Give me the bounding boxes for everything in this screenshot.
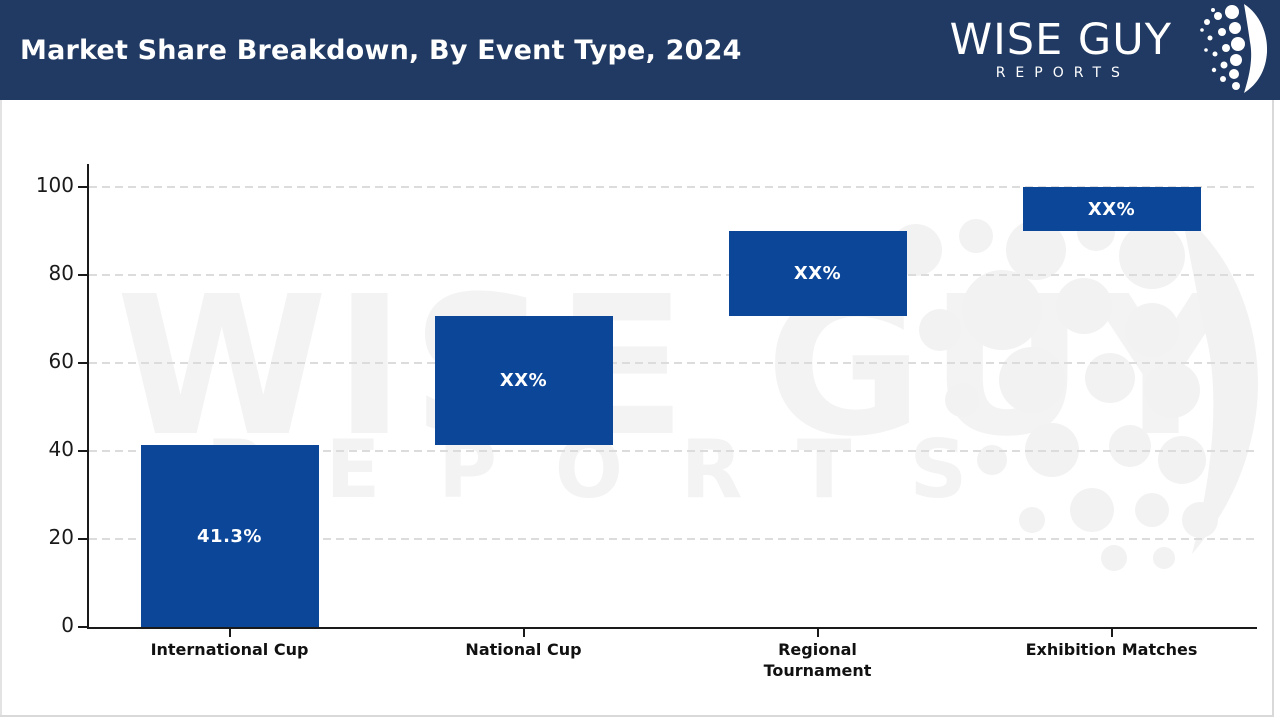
y-tick-label: 60	[48, 349, 74, 373]
header-bar: Market Share Breakdown, By Event Type, 2…	[0, 0, 1280, 100]
y-axis-spine	[87, 164, 89, 629]
x-category-label: Exhibition Matches	[1025, 640, 1198, 659]
brand-logo: WISE GUY REPORTS	[950, 2, 1270, 98]
x-category-label: International Cup	[150, 640, 309, 659]
frame-border-right	[1272, 100, 1274, 716]
frame-border-left	[0, 100, 2, 716]
gridline-80	[89, 274, 1255, 276]
x-tick-mark	[228, 629, 231, 637]
chart-title: Market Share Breakdown, By Event Type, 2…	[20, 34, 742, 66]
x-category-label: Regional Tournament	[763, 640, 872, 680]
dotted-face-logo-icon	[1166, 2, 1270, 98]
y-tick-mark	[78, 626, 87, 628]
x-tick-mark	[1110, 629, 1113, 637]
x-tick-mark	[522, 629, 525, 637]
gridline-60	[89, 362, 1255, 364]
gridline-20	[89, 538, 1255, 540]
waterfall-bar-2: XX%	[434, 316, 613, 446]
waterfall-bar-3: XX%	[728, 231, 907, 317]
brand-logo-text: WISE GUY REPORTS	[949, 15, 1172, 82]
bar-value-label: XX%	[499, 370, 548, 392]
y-tick-label: 40	[48, 437, 74, 461]
y-tick-mark	[78, 274, 87, 276]
y-tick-mark	[78, 362, 87, 364]
y-tick-mark	[78, 186, 87, 188]
y-tick-mark	[78, 538, 87, 540]
bar-value-label: XX%	[1087, 198, 1136, 220]
gridline-40	[89, 450, 1255, 452]
y-tick-label: 0	[61, 613, 74, 637]
x-axis-spine	[87, 627, 1257, 629]
brand-name: WISE GUY	[949, 15, 1172, 65]
bar-value-label: 41.3%	[197, 525, 262, 547]
gridline-100	[89, 186, 1255, 188]
y-tick-label: 100	[35, 173, 74, 197]
y-tick-label: 80	[48, 261, 74, 285]
x-category-label: National Cup	[465, 640, 582, 659]
x-tick-mark	[816, 629, 819, 637]
y-tick-mark	[78, 450, 87, 452]
waterfall-bar-1: 41.3%	[140, 445, 319, 627]
y-tick-label: 20	[48, 525, 74, 549]
waterfall-bar-4: XX%	[1022, 187, 1201, 231]
brand-subname: REPORTS	[995, 65, 1130, 81]
frame-border-bottom	[0, 715, 1274, 717]
bar-value-label: XX%	[793, 263, 842, 285]
